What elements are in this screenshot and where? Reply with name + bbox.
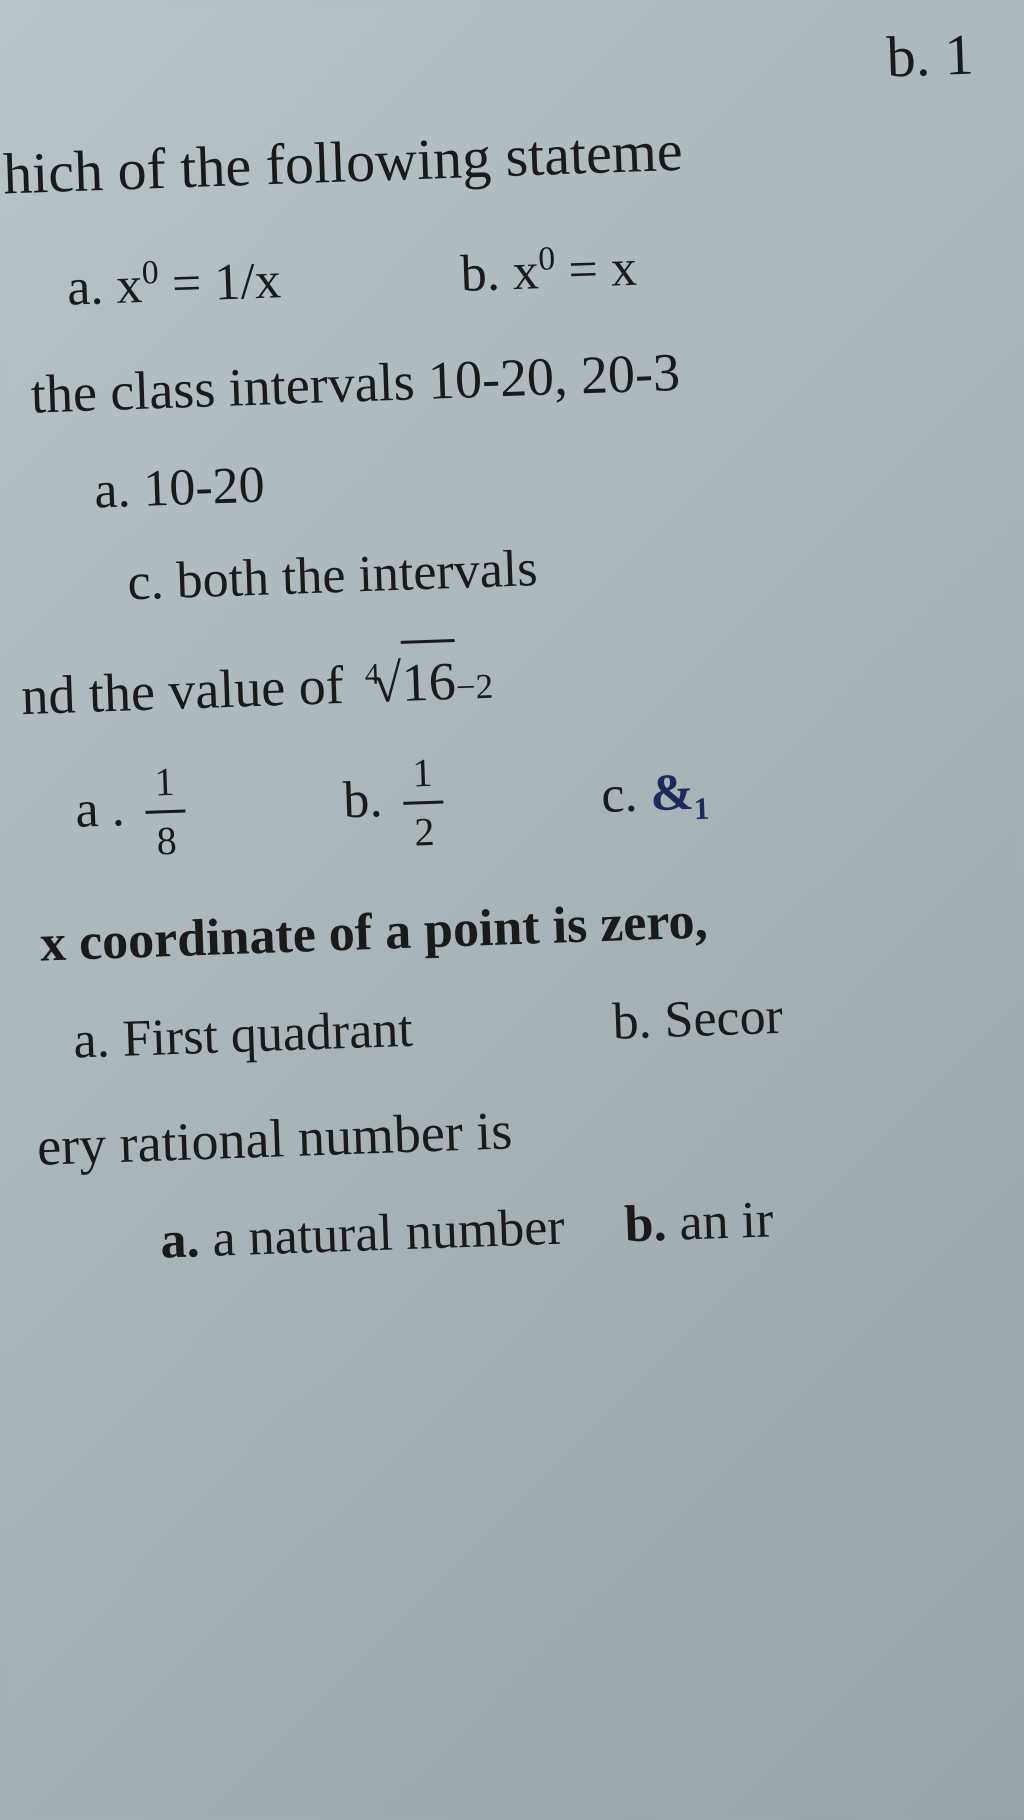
q1-options: a. x0 = 1/x b. x0 = x: [6, 220, 992, 327]
q1b-eq: = x: [555, 240, 638, 300]
q3-options: a . 1 8 b. 1 2 c. &₁: [24, 725, 1011, 874]
radicand: 16: [400, 639, 457, 721]
q1a-sup: 0: [141, 254, 159, 292]
q3b-num: 1: [401, 745, 443, 805]
root-expression: 4 √ 16 −2: [356, 637, 495, 722]
q5-option-a: a. a natural number: [159, 1192, 566, 1279]
q3b-fraction: 1 2: [401, 745, 445, 861]
q3a-label: a .: [74, 780, 125, 839]
q1b-prefix: b. x: [460, 244, 540, 304]
q4-option-b: b. Secor: [611, 981, 784, 1060]
q3b-den: 2: [404, 804, 446, 861]
q4-option-a: a. First quadrant: [72, 994, 414, 1079]
q3a-den: 8: [146, 813, 188, 870]
q2-text: the class intervals 10-20, 20-3: [10, 324, 996, 434]
q3-option-b: b. 1 2: [341, 745, 453, 864]
q1a-prefix: a. x: [66, 257, 143, 317]
root-index: 4: [364, 653, 380, 695]
q4-options: a. First quadrant b. Secor: [32, 973, 1018, 1080]
q3b-label: b.: [342, 771, 396, 830]
q5-options: a. a natural number b. an ir: [39, 1176, 1024, 1283]
q4-text: x coordinate of a point is zero,: [29, 875, 1015, 982]
q1-option-a: a. x0 = 1/x: [66, 245, 282, 326]
q3-text: nd the value of 4 √ 16 −2: [20, 620, 1006, 735]
q5b-bold: b.: [624, 1195, 668, 1253]
q3-prefix: nd the value of: [20, 654, 358, 726]
q2-option-a: a. 10-20: [13, 424, 999, 531]
q3-option-c: c. &₁: [600, 757, 710, 834]
q3-exponent: −2: [455, 661, 494, 711]
q5-option-b: b. an ir: [623, 1185, 774, 1263]
q3c-label: c.: [600, 766, 651, 825]
q5b-rest: an ir: [665, 1192, 774, 1253]
q1-option-b: b. x0 = x: [459, 233, 638, 312]
q3c-handwritten: &₁: [649, 764, 710, 823]
q3-option-a: a . 1 8: [74, 754, 196, 873]
q3a-num: 1: [144, 754, 186, 814]
q5a-bold: a.: [160, 1212, 201, 1270]
q5a-rest: a natural number: [198, 1199, 565, 1269]
q5-text: ery rational number is: [36, 1075, 1022, 1185]
q3a-fraction: 1 8: [144, 754, 188, 870]
page-content: b. 1 hich of the following stateme a. x0…: [0, 13, 1024, 1283]
q1b-sup: 0: [538, 241, 556, 279]
q2-option-c: c. both the intervals: [16, 517, 1002, 624]
q1a-eq: = 1/x: [158, 253, 282, 314]
